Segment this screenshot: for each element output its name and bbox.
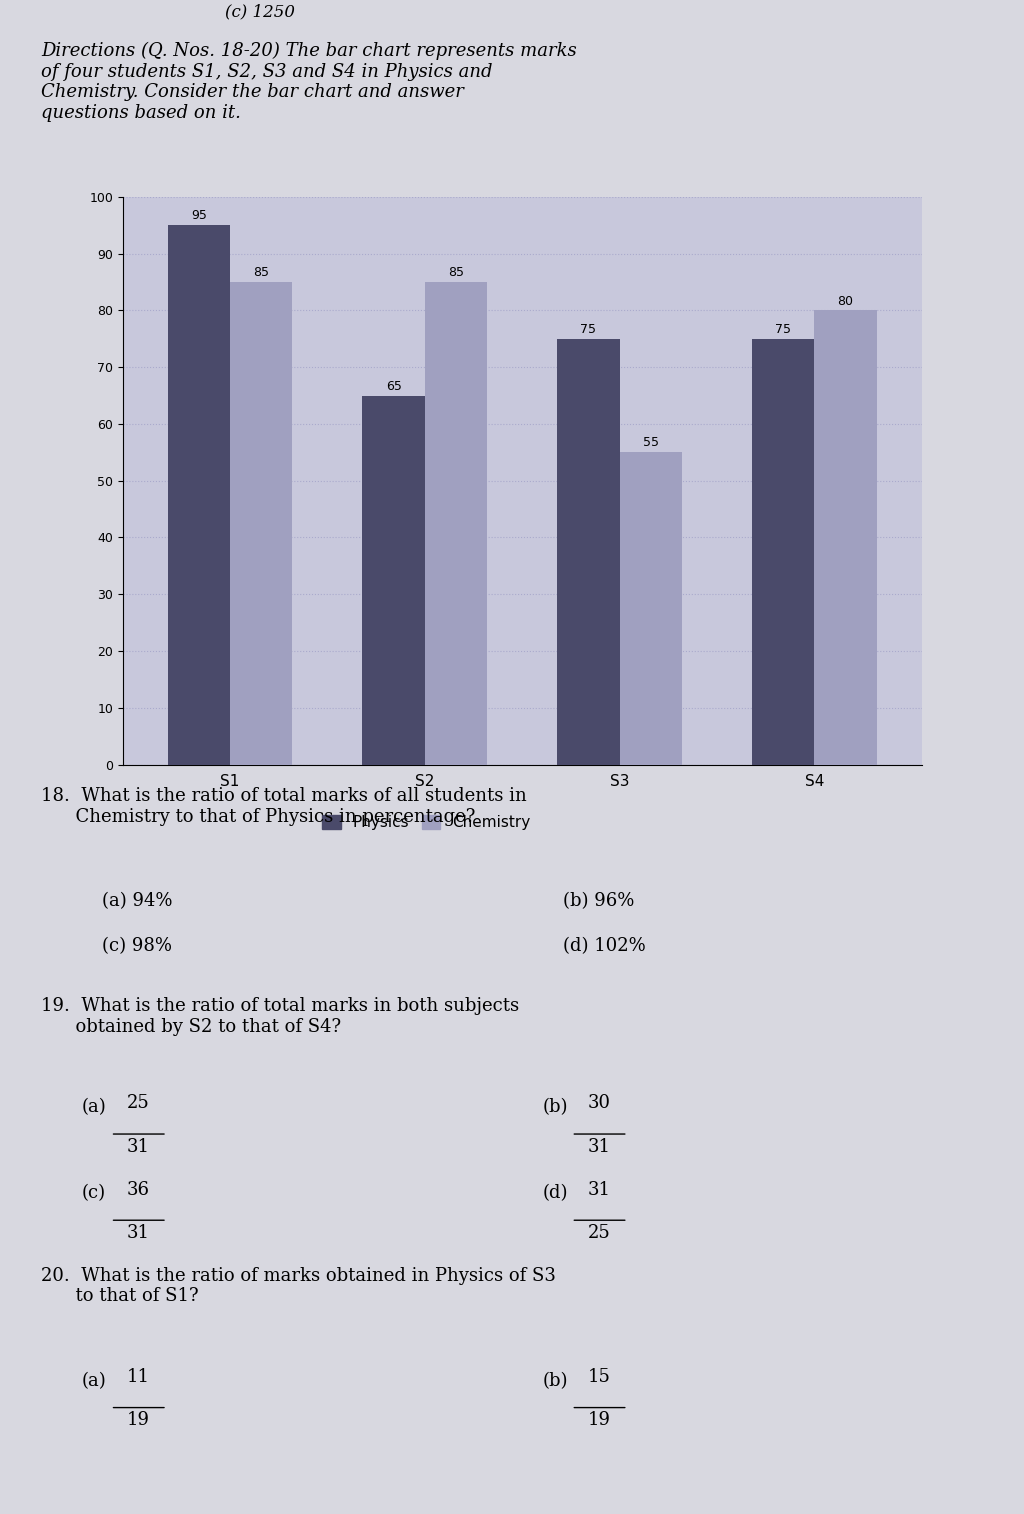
Text: 25: 25 <box>127 1095 150 1113</box>
Text: 36: 36 <box>127 1181 150 1199</box>
Bar <box>557 339 620 765</box>
Legend: Physics, Chemistry: Physics, Chemistry <box>316 808 537 836</box>
Text: 19.  What is the ratio of total marks in both subjects
      obtained by S2 to t: 19. What is the ratio of total marks in … <box>41 996 519 1036</box>
Text: 85: 85 <box>449 266 464 279</box>
Text: 15: 15 <box>588 1367 610 1385</box>
Text: (d): (d) <box>543 1184 568 1202</box>
Text: 18.  What is the ratio of total marks of all students in
      Chemistry to that: 18. What is the ratio of total marks of … <box>41 787 526 825</box>
Bar <box>425 282 487 765</box>
Text: 25: 25 <box>588 1223 610 1241</box>
Text: (b) 96%: (b) 96% <box>563 892 635 910</box>
Text: 95: 95 <box>190 209 207 223</box>
Text: (c) 98%: (c) 98% <box>102 937 172 955</box>
Bar <box>752 339 814 765</box>
Text: 20.  What is the ratio of marks obtained in Physics of S3
      to that of S1?: 20. What is the ratio of marks obtained … <box>41 1267 556 1305</box>
Text: (b): (b) <box>543 1098 568 1116</box>
Text: (a) 94%: (a) 94% <box>102 892 173 910</box>
Text: 31: 31 <box>588 1139 610 1155</box>
Text: 31: 31 <box>588 1181 610 1199</box>
Text: (a): (a) <box>82 1372 106 1390</box>
Text: 19: 19 <box>588 1411 610 1429</box>
Text: Directions (Q. Nos. 18-20) The bar chart represents marks
of four students S1, S: Directions (Q. Nos. 18-20) The bar chart… <box>41 41 577 123</box>
Text: (b): (b) <box>543 1372 568 1390</box>
Text: 75: 75 <box>775 322 792 336</box>
Bar <box>168 226 230 765</box>
Text: 65: 65 <box>386 380 401 392</box>
Text: 75: 75 <box>581 322 596 336</box>
Text: (d) 102%: (d) 102% <box>563 937 646 955</box>
Text: (c): (c) <box>82 1184 106 1202</box>
Bar <box>230 282 293 765</box>
Text: (c) 1250: (c) 1250 <box>225 5 295 21</box>
Text: 31: 31 <box>127 1223 150 1241</box>
Text: 55: 55 <box>643 436 658 450</box>
Text: 30: 30 <box>588 1095 610 1113</box>
Text: 19: 19 <box>127 1411 150 1429</box>
Text: 80: 80 <box>838 295 854 307</box>
Text: 85: 85 <box>253 266 269 279</box>
Text: 31: 31 <box>127 1139 150 1155</box>
Bar <box>620 453 682 765</box>
Text: (a): (a) <box>82 1098 106 1116</box>
Bar <box>362 395 425 765</box>
Text: 11: 11 <box>127 1367 150 1385</box>
Bar <box>814 310 877 765</box>
